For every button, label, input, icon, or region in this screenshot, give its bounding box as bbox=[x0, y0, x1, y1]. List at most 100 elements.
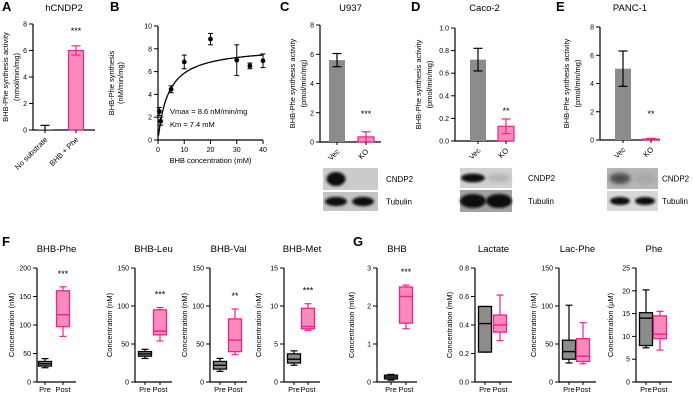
panel-label-f: F bbox=[2, 234, 10, 249]
y-tick-label: 200 bbox=[19, 266, 31, 273]
panel-label-g: G bbox=[353, 234, 364, 249]
y-tick-label: 4 bbox=[148, 92, 152, 99]
x-category-label: Pre bbox=[479, 385, 491, 394]
x-category-label: Pre bbox=[385, 385, 397, 394]
vmax-annotation: Vmax = 8.6 nM/min/mg bbox=[170, 107, 247, 116]
significance-stars: *** bbox=[401, 267, 412, 277]
panel-label-c: C bbox=[280, 0, 290, 14]
panel-G2-chart: 0.0 0.2 0.4 0.6 0.8 Lactate Concentration (mM)… bbox=[445, 244, 512, 394]
x-axis-label: BHB concentration (mM) bbox=[169, 156, 252, 165]
data-point bbox=[181, 59, 187, 65]
y-tick-label: 1.0 bbox=[439, 26, 449, 33]
y-tick-label: 0 bbox=[148, 138, 152, 145]
chart-title: Phe bbox=[646, 244, 663, 255]
y-tick-label: 2 bbox=[310, 110, 314, 117]
blot-row-label: CNDP2 bbox=[662, 175, 690, 184]
chart-title: Lactate bbox=[478, 244, 509, 255]
y-tick-label: 2 bbox=[148, 115, 152, 122]
panel-G4-chart: 0 5 10 15 20 25 Phe Concentration (μM) Pre Post bbox=[606, 244, 672, 394]
data-point bbox=[234, 57, 240, 63]
y-tick-label: 8 bbox=[23, 22, 27, 29]
y-tick-label: 0 bbox=[590, 138, 594, 145]
y-tick-label: 150 bbox=[19, 294, 31, 301]
panel-label-e: E bbox=[556, 0, 565, 14]
x-tick-label: 20 bbox=[207, 147, 215, 154]
y-axis-label: (nM/min/mg) bbox=[116, 61, 125, 104]
y-tick-label: 0.0 bbox=[439, 139, 449, 146]
blot-band bbox=[326, 172, 346, 186]
x-category-label: Pre bbox=[139, 385, 151, 394]
data-point bbox=[247, 63, 253, 69]
km-annotation: Km = 7.4 mM bbox=[170, 120, 215, 129]
y-tick-label: 6 bbox=[23, 48, 27, 55]
panel-F4-chart: 0 5 10 15 BHB-Met Concentration (nM) *** Pre Pos… bbox=[254, 244, 322, 394]
y-tick-label: 0.0 bbox=[459, 380, 469, 387]
y-tick-label: 0 bbox=[626, 380, 630, 387]
y-tick-label: 2 bbox=[23, 101, 27, 108]
y-tick-label: 0.6 bbox=[459, 294, 469, 301]
bar bbox=[329, 60, 345, 142]
blot-band bbox=[610, 197, 630, 205]
significance-stars: ** bbox=[502, 106, 510, 116]
panel-C-blot: CNDP2 Tubulin bbox=[323, 168, 414, 211]
chart-title: BHB-Phe bbox=[37, 244, 77, 255]
x-category-label: Post bbox=[227, 385, 243, 394]
x-category-label: Post bbox=[300, 385, 316, 394]
blot-band bbox=[325, 196, 347, 207]
panel-G3-chart: 0 50 100 150 Lac-Phe Concentration (nM) Pre Pos… bbox=[529, 244, 596, 394]
y-tick-label: 10 bbox=[144, 24, 152, 31]
y-tick-label: 3 bbox=[367, 266, 371, 273]
y-tick-label: 100 bbox=[541, 304, 553, 311]
y-tick-label: 0 bbox=[27, 380, 31, 387]
panel-label-b: B bbox=[110, 0, 120, 14]
x-category-label: No substrate bbox=[13, 135, 49, 171]
y-axis-label: Concentration (nM) bbox=[254, 292, 263, 357]
y-tick-label: 8 bbox=[148, 46, 152, 53]
panel-D-chart: 0.0 0.2 0.4 0.6 0.8 1.0 Caco-2 BHB-Phe synthesi… bbox=[414, 3, 515, 161]
y-tick-label: 5 bbox=[274, 342, 278, 349]
panel-label-d: D bbox=[411, 0, 421, 14]
y-axis-label: Concentration (mM) bbox=[347, 291, 356, 358]
x-category-label: KO bbox=[356, 147, 370, 161]
y-tick-label: 150 bbox=[117, 266, 129, 273]
box bbox=[492, 314, 508, 333]
significance-stars: *** bbox=[155, 290, 166, 300]
panel-B-chart: 0 2 4 6 8 10 BHB-Phe synthesis (nM/min/mg) 0 10 20… bbox=[107, 24, 267, 166]
box bbox=[286, 353, 302, 364]
significance-stars: *** bbox=[361, 109, 372, 119]
y-axis-label: Concentration (μM) bbox=[606, 292, 615, 357]
x-category-label: Pre bbox=[288, 385, 300, 394]
x-tick-label: 0 bbox=[156, 147, 160, 154]
x-category-label: Vec bbox=[612, 145, 627, 160]
y-tick-label: 0 bbox=[200, 380, 204, 387]
blot-row-label: CNDP2 bbox=[386, 175, 414, 184]
y-axis-label: BHB-Phe synthesis activity bbox=[1, 32, 10, 122]
panel-G1-chart: 0 1 2 3 BHB Concentration (mM) *** Pre Post bbox=[347, 244, 417, 394]
blot-band bbox=[461, 173, 485, 183]
fit-curve bbox=[157, 54, 263, 136]
box bbox=[300, 307, 316, 330]
blot-band bbox=[634, 173, 656, 184]
x-category-label: Pre bbox=[39, 385, 51, 394]
panel-C-chart: 0 2 4 6 8 U937 BHB-Phe synthesis activity (pmol… bbox=[288, 3, 381, 162]
y-tick-label: 0 bbox=[125, 380, 129, 387]
box bbox=[55, 290, 71, 328]
y-tick-label: 15 bbox=[622, 311, 630, 318]
y-tick-label: 20 bbox=[622, 288, 630, 295]
y-tick-label: 50 bbox=[545, 342, 553, 349]
y-axis-label: BHB-Phe synthesis bbox=[107, 50, 116, 115]
x-tick-label: 40 bbox=[259, 147, 267, 154]
y-tick-label: 50 bbox=[121, 342, 129, 349]
y-tick-label: 0 bbox=[367, 380, 371, 387]
significance-stars: ** bbox=[647, 109, 655, 119]
significance-stars: *** bbox=[71, 26, 82, 36]
y-tick-label: 50 bbox=[196, 342, 204, 349]
x-category-label: Pre bbox=[563, 385, 575, 394]
chart-title: BHB-Met bbox=[283, 244, 322, 255]
y-tick-label: 0.6 bbox=[439, 71, 449, 78]
y-tick-label: 6 bbox=[590, 53, 594, 60]
y-tick-label: 4 bbox=[23, 75, 27, 82]
box bbox=[575, 338, 591, 363]
blot-band bbox=[486, 194, 512, 208]
data-point bbox=[260, 58, 266, 64]
